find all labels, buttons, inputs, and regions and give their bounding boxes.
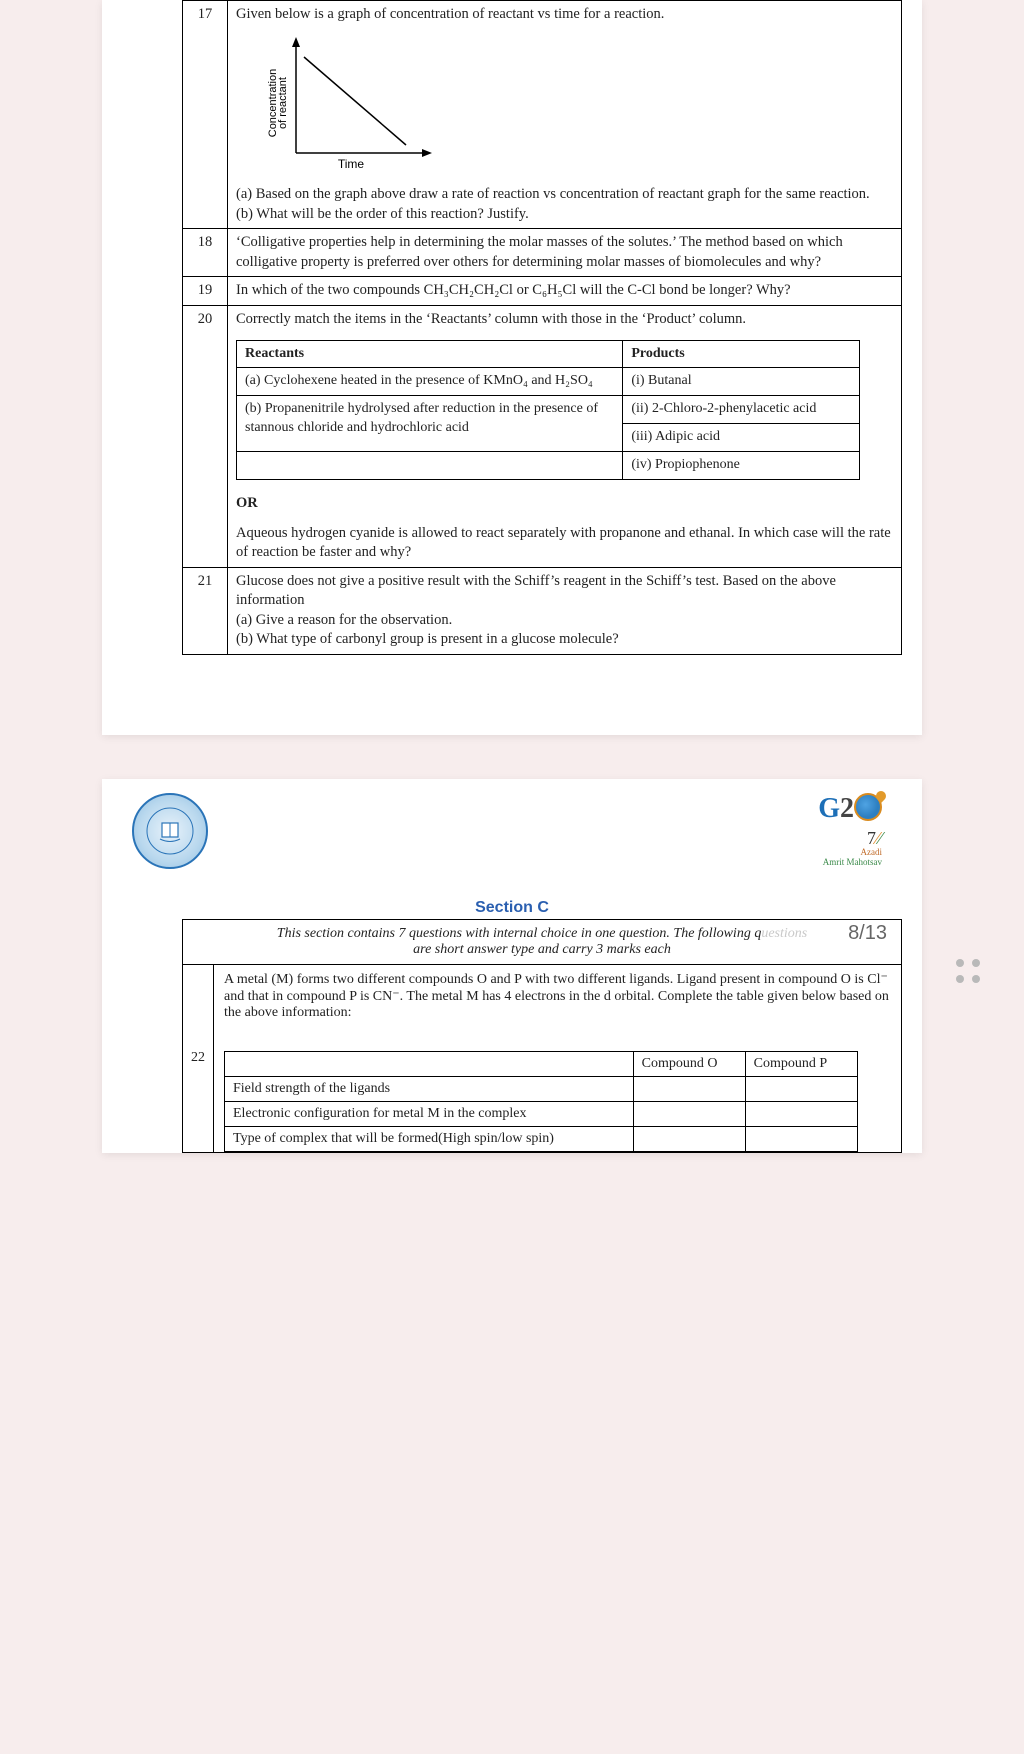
- cbse-logo: [132, 793, 208, 869]
- q22-hdr-o: Compound O: [633, 1051, 745, 1076]
- q22-text: A metal (M) forms two different compound…: [224, 971, 891, 1021]
- g20-logo: G2: [818, 793, 882, 825]
- graph-xlabel: Time: [338, 157, 365, 171]
- q22-row2-p: [745, 1126, 857, 1151]
- q22-row0-p: [745, 1076, 857, 1101]
- g20-g: G: [818, 793, 840, 824]
- q22-row1-o: [633, 1101, 745, 1126]
- q22-hdr-blank: [225, 1051, 634, 1076]
- q22-row0: Field strength of the ligands: [225, 1076, 634, 1101]
- q20-header-reactants: Reactants: [237, 340, 623, 368]
- page2-header: G2 7⁄⁄ Azadi Amrit Mahotsav: [102, 779, 922, 869]
- q22-row2: Type of complex that will be formed(High…: [225, 1126, 634, 1151]
- table-row: 22 A metal (M) forms two different compo…: [183, 964, 902, 1152]
- page-1: 17 Given below is a graph of concentrati…: [102, 0, 922, 735]
- q21-b: (b) What type of carbonyl group is prese…: [236, 630, 893, 650]
- q20-or-text: Aqueous hydrogen cyanide is allowed to r…: [236, 524, 893, 563]
- q20-or: OR: [236, 494, 893, 514]
- q20-p0: (i) Butanal: [623, 368, 860, 396]
- q20-match-table: Reactants Products (a) Cyclohexene heate…: [236, 340, 860, 480]
- q17-cell: Given below is a graph of concentration …: [228, 1, 902, 229]
- section-intro-a: This section contains 7 questions with i…: [277, 926, 762, 941]
- q20-r3: [237, 452, 623, 480]
- section-c-box: 8/13 This section contains 7 questions w…: [182, 919, 902, 1153]
- q17-num: 17: [183, 1, 228, 229]
- q22-cell: A metal (M) forms two different compound…: [214, 964, 902, 1152]
- q22-row1-p: [745, 1101, 857, 1126]
- page-number: 8/13: [846, 922, 889, 945]
- section-intro-faded: uestions: [761, 926, 807, 941]
- q20-p1: (ii) 2-Chloro-2-phenylacetic acid: [623, 396, 860, 424]
- q18-num: 18: [183, 229, 228, 277]
- table-row: 18 ‘Colligative properties help in deter…: [183, 229, 902, 277]
- table-row: 17 Given below is a graph of concentrati…: [183, 1, 902, 229]
- mahotsav-text: Amrit Mahotsav: [818, 858, 882, 868]
- seven-text: 7: [867, 828, 876, 848]
- q20-header-products: Products: [623, 340, 860, 368]
- g20-logo-block: G2 7⁄⁄ Azadi Amrit Mahotsav: [818, 793, 882, 868]
- q20-intro: Correctly match the items in the ‘Reacta…: [236, 310, 893, 330]
- q20-p3: (iv) Propiophenone: [623, 452, 860, 480]
- q20-r1: (b) Propanenitrile hydrolysed after redu…: [237, 396, 623, 452]
- q22-row0-o: [633, 1076, 745, 1101]
- questions-table-p1: 17 Given below is a graph of concentrati…: [182, 0, 902, 655]
- dots-icon[interactable]: [956, 959, 982, 985]
- q17-a: (a) Based on the graph above draw a rate…: [236, 185, 893, 205]
- table-row: 19 In which of the two compounds CH₃CH₂C…: [183, 277, 902, 306]
- graph-ylabel-2: of reactant: [277, 77, 289, 129]
- q19-text: In which of the two compounds CH₃CH₂CH₂C…: [228, 277, 902, 306]
- q22-num: 22: [183, 964, 214, 1152]
- conc-vs-time-graph: Concentration of reactant Time: [256, 33, 456, 173]
- q21-a: (a) Give a reason for the observation.: [236, 611, 893, 631]
- q22-hdr-p: Compound P: [745, 1051, 857, 1076]
- section-c-title: Section C: [102, 899, 922, 917]
- q17-graph: Concentration of reactant Time: [256, 33, 893, 180]
- section-c-intro: 8/13 This section contains 7 questions w…: [183, 919, 902, 964]
- q20-p2: (iii) Adipic acid: [623, 424, 860, 452]
- section-intro-b: are short answer type and carry 3 marks …: [413, 942, 671, 957]
- q21-l1: Glucose does not give a positive result …: [236, 572, 893, 611]
- q18-text: ‘Colligative properties help in determin…: [228, 229, 902, 277]
- q20-r0: (a) Cyclohexene heated in the presence o…: [237, 368, 623, 396]
- q22-row1: Electronic configuration for metal M in …: [225, 1101, 634, 1126]
- q19-num: 19: [183, 277, 228, 306]
- q20-cell: Correctly match the items in the ‘Reacta…: [228, 305, 902, 567]
- q22-compound-table: Compound O Compound P Field strength of …: [224, 1051, 858, 1152]
- q17-b: (b) What will be the order of this react…: [236, 205, 893, 225]
- seven-flag: 7⁄⁄: [818, 829, 882, 849]
- q21-num: 21: [183, 567, 228, 654]
- q17-intro: Given below is a graph of concentration …: [236, 5, 893, 25]
- table-row: 21 Glucose does not give a positive resu…: [183, 567, 902, 654]
- table-row: 20 Correctly match the items in the ‘Rea…: [183, 305, 902, 567]
- q22-row2-o: [633, 1126, 745, 1151]
- q21-cell: Glucose does not give a positive result …: [228, 567, 902, 654]
- q20-num: 20: [183, 305, 228, 567]
- page-2: G2 7⁄⁄ Azadi Amrit Mahotsav Section C 8/…: [102, 779, 922, 1153]
- g20-2: 2: [840, 793, 854, 824]
- globe-icon: [854, 793, 882, 821]
